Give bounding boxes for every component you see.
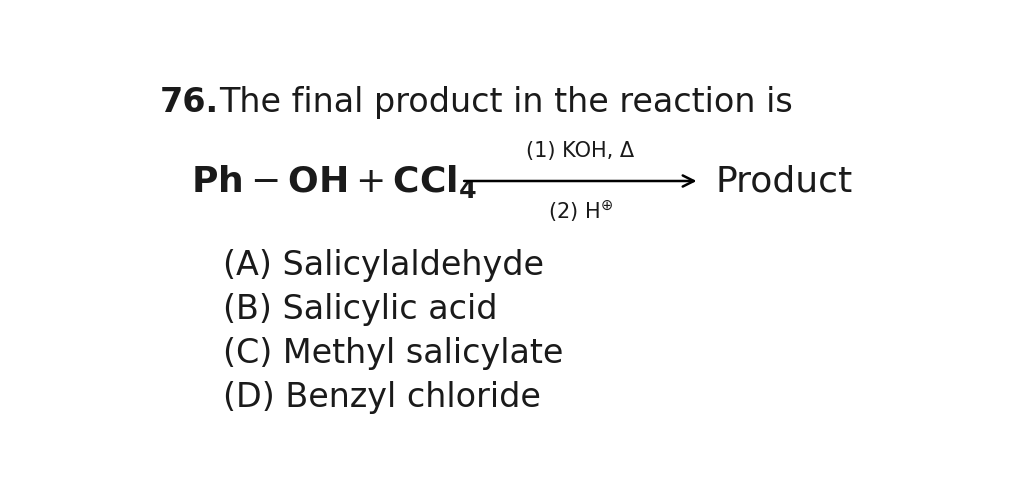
Text: 76.: 76. [160, 86, 219, 119]
Text: (1) KOH, Δ: (1) KOH, Δ [526, 141, 635, 161]
Text: (C) Methyl salicylate: (C) Methyl salicylate [223, 337, 563, 370]
Text: The final product in the reaction is: The final product in the reaction is [219, 86, 793, 119]
Text: (D) Benzyl chloride: (D) Benzyl chloride [223, 381, 541, 413]
Text: (A) Salicylaldehyde: (A) Salicylaldehyde [223, 249, 544, 283]
Text: (2) H$^{\oplus}$: (2) H$^{\oplus}$ [548, 199, 612, 224]
Text: (B) Salicylic acid: (B) Salicylic acid [223, 293, 498, 326]
Text: $\mathbf{Ph}-\mathbf{OH}+\mathbf{CCl_4}$: $\mathbf{Ph}-\mathbf{OH}+\mathbf{CCl_4}$ [191, 163, 477, 200]
Text: Product: Product [715, 164, 853, 198]
